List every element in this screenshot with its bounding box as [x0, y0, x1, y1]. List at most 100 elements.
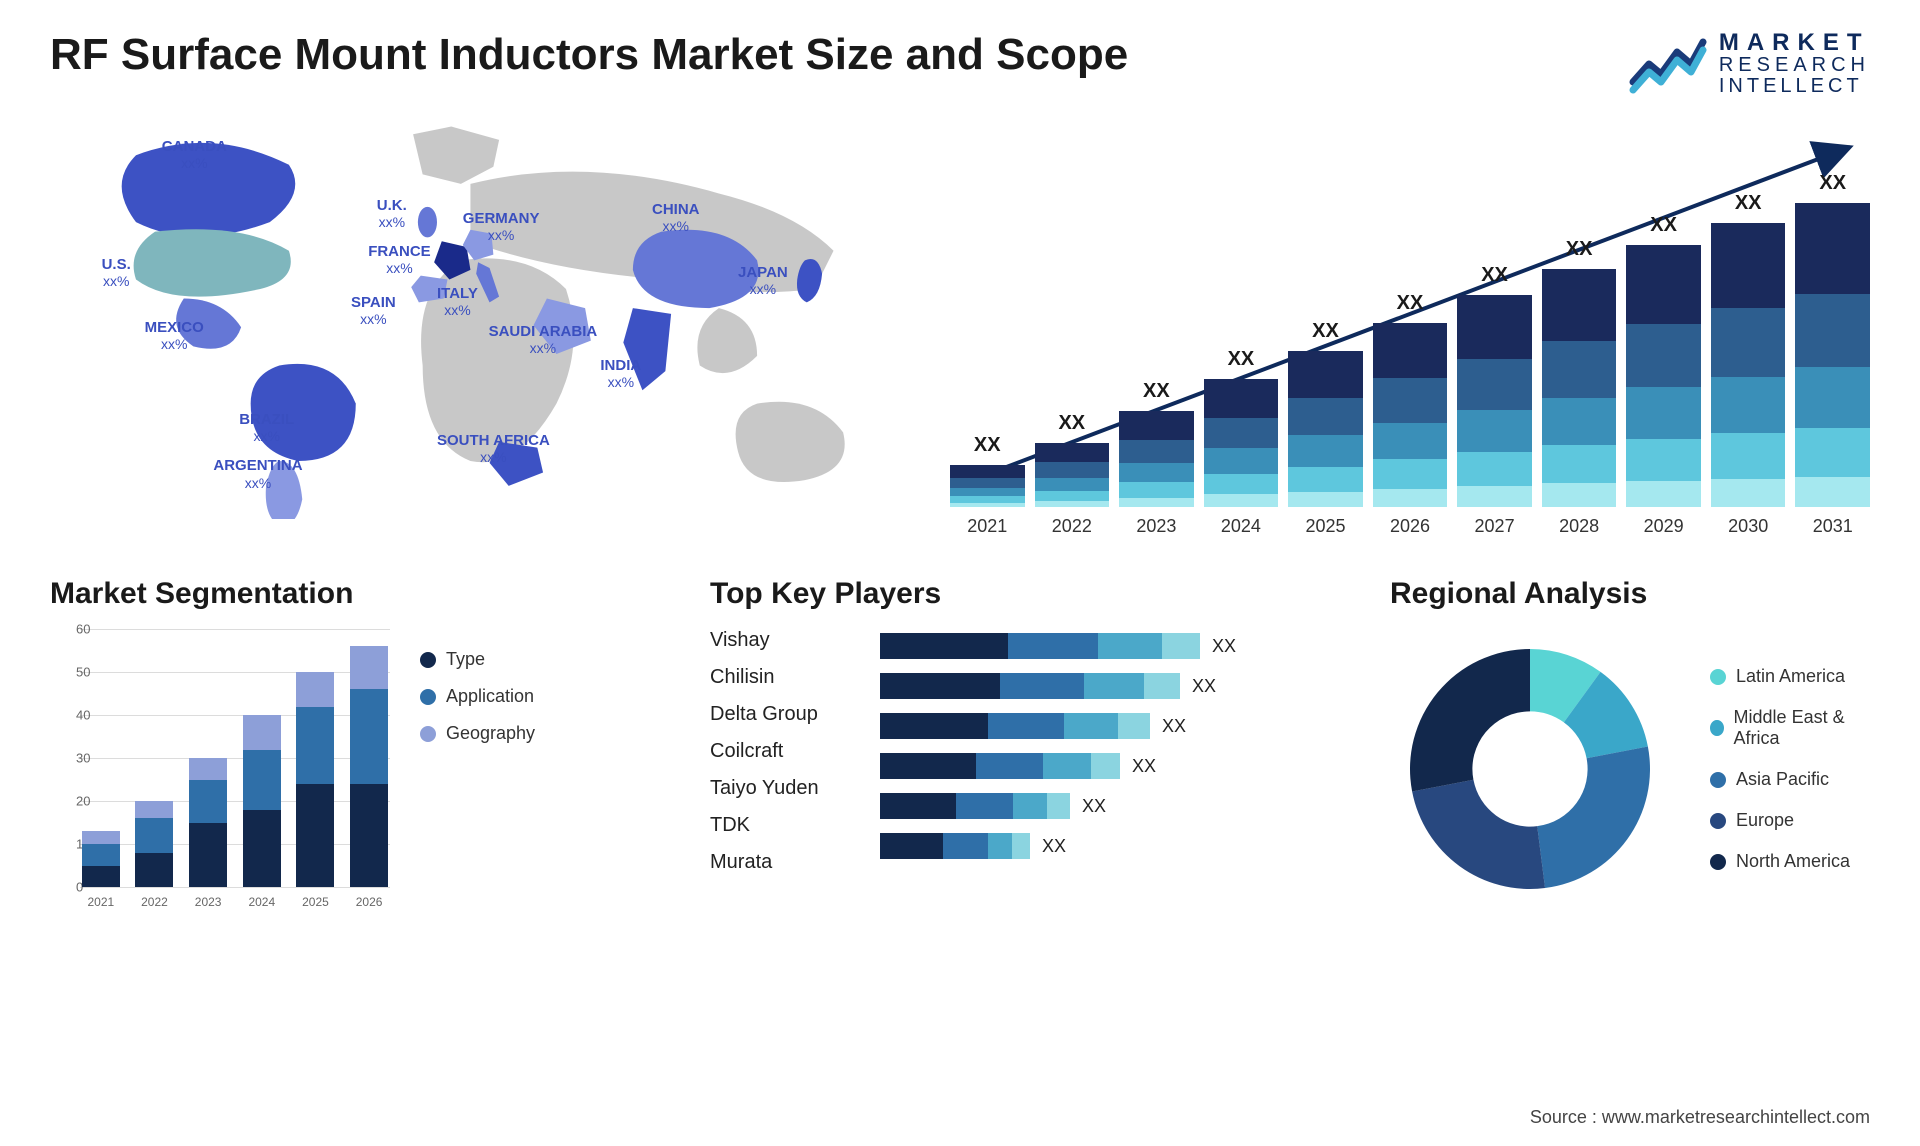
player-name: Taiyo Yuden — [710, 777, 860, 800]
donut-slice — [1410, 649, 1530, 791]
forecast-bar-value: XX — [974, 434, 1001, 457]
map-label: SOUTH AFRICAxx% — [437, 432, 550, 465]
forecast-bar-value: XX — [1566, 238, 1593, 261]
player-bar: XX — [880, 633, 1350, 659]
logo-line2: RESEARCH — [1719, 55, 1870, 76]
forecast-year-label: 2027 — [1457, 516, 1532, 537]
seg-bar — [350, 646, 388, 887]
forecast-year-label: 2024 — [1204, 516, 1279, 537]
player-bar-value: XX — [1082, 796, 1106, 817]
player-name: Chilisin — [710, 666, 860, 689]
players-panel: Top Key Players Vishay Chilisin Delta Grou… — [710, 577, 1350, 909]
players-title: Top Key Players — [710, 577, 1350, 611]
seg-year-label: 2025 — [296, 895, 334, 909]
players-names: Vishay Chilisin Delta Group Coilcraft Taiyo … — [710, 629, 860, 874]
regional-donut — [1390, 629, 1670, 909]
forecast-bar-value: XX — [1058, 412, 1085, 435]
player-bar-value: XX — [1192, 676, 1216, 697]
legend-item: Latin America — [1710, 666, 1870, 687]
forecast-bars: XXXXXXXXXXXXXXXXXXXXXX — [950, 167, 1870, 507]
forecast-bar: XX — [1457, 295, 1532, 507]
forecast-chart: XXXXXXXXXXXXXXXXXXXXXX 20212022202320242… — [950, 117, 1870, 537]
seg-bar — [243, 715, 281, 887]
forecast-bar-value: XX — [1819, 172, 1846, 195]
logo-mark-icon — [1629, 34, 1707, 94]
forecast-bar: XX — [1795, 203, 1870, 507]
header: RF Surface Mount Inductors Market Size a… — [50, 30, 1870, 97]
seg-year-label: 2022 — [135, 895, 173, 909]
player-name: Vishay — [710, 629, 860, 652]
donut-slice — [1537, 747, 1650, 889]
forecast-bar-value: XX — [1481, 264, 1508, 287]
player-name: Murata — [710, 851, 860, 874]
map-label: CANADAxx% — [162, 138, 227, 171]
forecast-bar: XX — [1542, 269, 1617, 507]
forecast-bar: XX — [1626, 245, 1701, 507]
legend-item: Middle East & Africa — [1710, 707, 1870, 749]
forecast-year-label: 2022 — [1035, 516, 1110, 537]
legend-item: Type — [420, 649, 535, 670]
seg-year-label: 2023 — [189, 895, 227, 909]
forecast-bar-value: XX — [1735, 192, 1762, 215]
regional-title: Regional Analysis — [1390, 577, 1870, 611]
forecast-bar: XX — [1288, 351, 1363, 507]
regional-panel: Regional Analysis Latin America Middle Ea… — [1390, 577, 1870, 909]
forecast-bar: XX — [1204, 379, 1279, 507]
legend-item: Europe — [1710, 810, 1870, 831]
logo-text: MARKET RESEARCH INTELLECT — [1719, 30, 1870, 97]
source-attribution: Source : www.marketresearchintellect.com — [1530, 1107, 1870, 1128]
forecast-x-axis: 2021202220232024202520262027202820292030… — [950, 516, 1870, 537]
forecast-bar-value: XX — [1650, 214, 1677, 237]
brand-logo: MARKET RESEARCH INTELLECT — [1629, 30, 1870, 97]
forecast-year-label: 2025 — [1288, 516, 1363, 537]
donut-slice — [1412, 780, 1545, 889]
forecast-bar-value: XX — [1312, 320, 1339, 343]
segmentation-chart: 0102030405060 202120222023202420252026 — [50, 629, 390, 909]
player-bar: XX — [880, 713, 1350, 739]
map-label: SAUDI ARABIAxx% — [489, 323, 598, 356]
seg-year-label: 2021 — [82, 895, 120, 909]
forecast-bar-value: XX — [1143, 380, 1170, 403]
legend-item: Geography — [420, 723, 535, 744]
player-bar: XX — [880, 673, 1350, 699]
world-map-panel: CANADAxx% U.S.xx% MEXICOxx% BRAZILxx% ARGENT… — [50, 117, 910, 537]
forecast-bar: XX — [1035, 443, 1110, 507]
forecast-year-label: 2031 — [1795, 516, 1870, 537]
map-label: ARGENTINAxx% — [213, 457, 302, 490]
player-bar-value: XX — [1042, 836, 1066, 857]
map-label: CHINAxx% — [652, 201, 700, 234]
map-label: ITALYxx% — [437, 285, 478, 318]
forecast-bar: XX — [1119, 411, 1194, 507]
player-bar-value: XX — [1212, 636, 1236, 657]
regional-legend: Latin America Middle East & Africa Asia Pa… — [1710, 666, 1870, 872]
seg-year-label: 2024 — [243, 895, 281, 909]
player-name: Delta Group — [710, 703, 860, 726]
seg-bar — [82, 831, 120, 887]
forecast-year-label: 2026 — [1373, 516, 1448, 537]
forecast-year-label: 2023 — [1119, 516, 1194, 537]
segmentation-title: Market Segmentation — [50, 577, 670, 611]
player-bar-value: XX — [1132, 756, 1156, 777]
players-bars: XX XX XX XX XX XX — [880, 633, 1350, 874]
map-label: FRANCExx% — [368, 243, 431, 276]
logo-line3: INTELLECT — [1719, 76, 1870, 97]
map-label: GERMANYxx% — [463, 210, 540, 243]
player-bar-value: XX — [1162, 716, 1186, 737]
map-label: U.S.xx% — [102, 256, 131, 289]
segmentation-legend: TypeApplicationGeography — [420, 649, 535, 909]
legend-item: Asia Pacific — [1710, 769, 1870, 790]
forecast-bar: XX — [1711, 223, 1786, 507]
map-label: INDIAxx% — [600, 357, 641, 390]
forecast-bar: XX — [950, 465, 1025, 507]
forecast-bar: XX — [1373, 323, 1448, 507]
forecast-bar-value: XX — [1228, 348, 1255, 371]
map-label: BRAZILxx% — [239, 411, 294, 444]
seg-bar — [189, 758, 227, 887]
player-name: TDK — [710, 814, 860, 837]
map-label: JAPANxx% — [738, 264, 788, 297]
player-name: Coilcraft — [710, 740, 860, 763]
map-label: MEXICOxx% — [145, 319, 204, 352]
forecast-year-label: 2030 — [1711, 516, 1786, 537]
seg-bar — [296, 672, 334, 887]
top-row: CANADAxx% U.S.xx% MEXICOxx% BRAZILxx% ARGENT… — [50, 117, 1870, 537]
